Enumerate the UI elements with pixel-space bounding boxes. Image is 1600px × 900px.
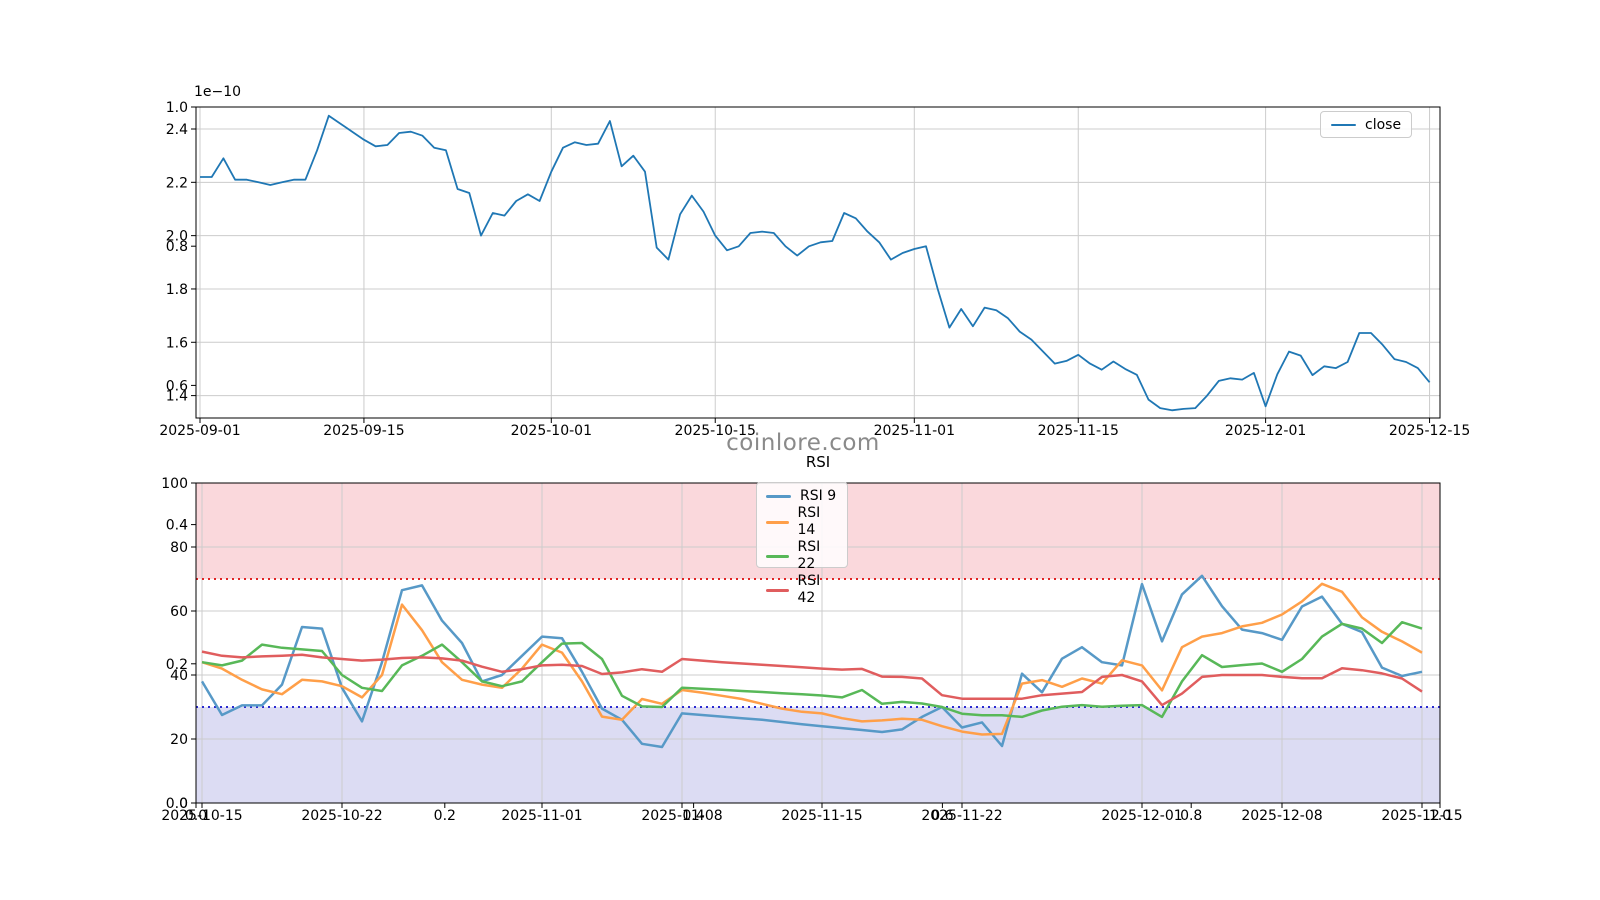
legend-line-sample xyxy=(766,554,789,558)
tick-label: 40 xyxy=(170,668,188,684)
legend-label: RSI 42 xyxy=(797,573,821,606)
tick-label: 0.8 xyxy=(1180,808,1202,824)
tick-label: 2025-10-01 xyxy=(511,423,592,439)
tick-label: 60 xyxy=(170,604,188,620)
legend-label: RSI 9 xyxy=(800,488,837,504)
tick-label: 0.4 xyxy=(166,518,188,534)
tick-label: 2025-11-15 xyxy=(781,808,862,824)
tick-label: 2025-10-22 xyxy=(301,808,382,824)
tick-label: 2025-12-01 xyxy=(1101,808,1182,824)
tick-label: 2025-11-08 xyxy=(641,808,722,824)
legend-item: RSI 22 xyxy=(766,539,838,573)
price-legend: close xyxy=(1320,111,1413,138)
legend-line-sample xyxy=(766,588,789,592)
legend-line-sample xyxy=(1331,123,1356,126)
tick-label: 0.0 xyxy=(166,796,188,812)
band-oversold xyxy=(196,707,1440,803)
tick-label: 1.8 xyxy=(166,282,188,298)
series-line-rsi-9 xyxy=(200,574,1423,749)
series-line-rsi-22 xyxy=(201,620,1423,719)
axes-box xyxy=(195,106,1441,419)
rsi-chart-title: RSI xyxy=(805,453,831,471)
tick-label: 100 xyxy=(161,476,188,492)
tick-label: 1.0 xyxy=(1429,808,1451,824)
tick-label: 2025-11-22 xyxy=(921,808,1002,824)
legend-item: RSI 42 xyxy=(766,573,838,607)
tick-label: 0.6 xyxy=(166,378,188,394)
legend-label: RSI 14 xyxy=(797,505,821,538)
tick-label: 2025-12-15 xyxy=(1389,423,1470,439)
tick-label: 0 xyxy=(179,796,188,812)
tick-label: 2025-10-15 xyxy=(675,423,756,439)
legend-line-sample xyxy=(766,520,789,524)
tick-label: 2025-09-15 xyxy=(323,423,404,439)
rsi-legend: RSI 9 RSI 14 RSI 22 RSI 42 xyxy=(756,482,848,606)
legend-item: RSI 14 xyxy=(766,505,838,539)
tick-label: 80 xyxy=(170,540,188,556)
tick-label: 2.0 xyxy=(166,229,188,245)
overlay-axis: 0.0 0.2 0.4 0.6 0.8 1.0 0.0 0.2 0.4 0.6 0.8 1.0 xyxy=(166,100,1451,824)
legend-line-sample xyxy=(766,495,791,498)
tick-label: 0.6 xyxy=(931,808,953,824)
tick-label: 1.0 xyxy=(166,100,188,116)
tick-label: 0.2 xyxy=(434,808,456,824)
tick-label: 2025-12-01 xyxy=(1225,423,1306,439)
series-line-rsi-14 xyxy=(201,582,1423,736)
tick-label: 0.2 xyxy=(166,657,188,673)
legend-label: close xyxy=(1365,116,1402,133)
series-line-close xyxy=(200,114,1431,412)
series-line-rsi-42 xyxy=(201,650,1423,707)
tick-label: 0.8 xyxy=(166,239,188,255)
tick-label: 2.2 xyxy=(166,175,188,191)
legend-label: RSI 22 xyxy=(797,539,821,572)
tick-label: 20 xyxy=(170,732,188,748)
tick-label: 2025-12-15 xyxy=(1381,808,1462,824)
tick-label: 2025-10-15 xyxy=(161,808,242,824)
tick-label: 1.6 xyxy=(166,335,188,351)
tick-label: 2025-09-01 xyxy=(159,423,240,439)
watermark: coinlore.com xyxy=(726,430,880,456)
tick-label: 2025-11-01 xyxy=(874,423,955,439)
tick-label: 0.4 xyxy=(682,808,704,824)
tick-label: 0.0 xyxy=(185,808,207,824)
y-axis-offset-label: 1e−10 xyxy=(194,84,242,100)
price-chart: 2025-09-01 2025-09-15 2025-10-01 2025-10-15… xyxy=(159,106,1470,439)
tick-label: 2025-12-08 xyxy=(1241,808,1322,824)
legend-item: RSI 9 xyxy=(766,488,838,505)
tick-label: 2.4 xyxy=(166,122,188,138)
tick-label: 2025-11-15 xyxy=(1038,423,1119,439)
tick-label: 1.4 xyxy=(166,389,188,405)
tick-label: 2025-11-01 xyxy=(501,808,582,824)
